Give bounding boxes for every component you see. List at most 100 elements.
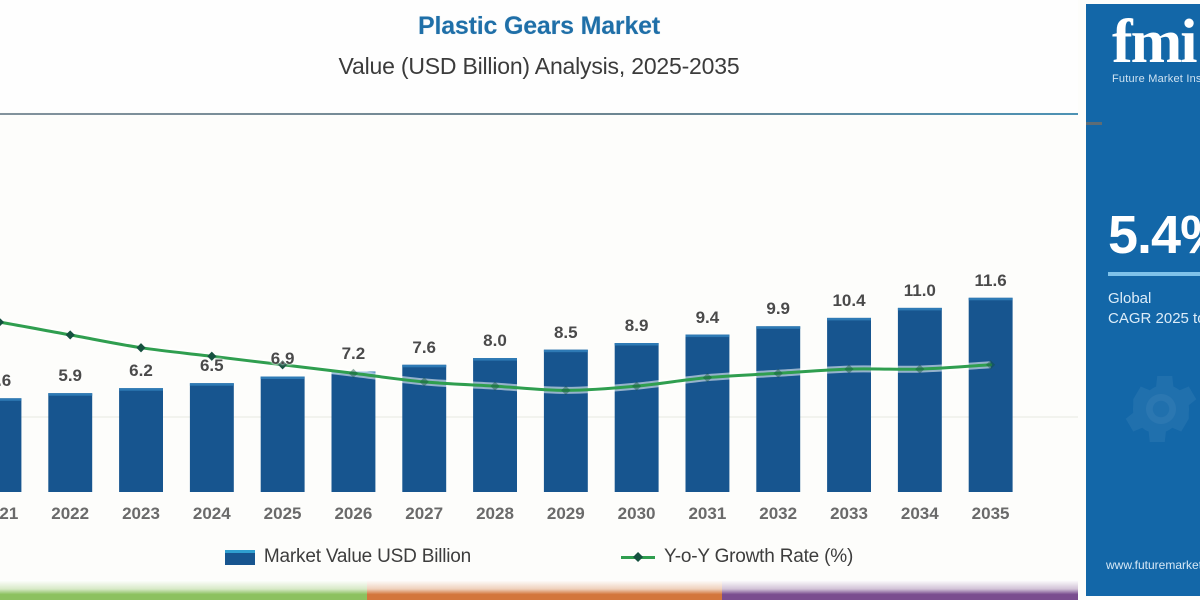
bar-top-edge [614, 343, 659, 346]
bar-value-label-2032: 9.9 [766, 299, 791, 319]
bar-top-edge [968, 297, 1013, 301]
sidebar-top-divider [1086, 122, 1102, 125]
chart-subtitle: Value (USD Billion) Analysis, 2025-2035 [338, 53, 740, 79]
website-url[interactable]: www.futuremarketinsights.com [1106, 558, 1200, 572]
strip-segment-purple [722, 580, 1078, 600]
x-tick-2035: 2035 [971, 504, 1010, 523]
x-tick-2029: 2029 [546, 504, 585, 523]
chart-legend: Market Value USD Billion Y-o-Y Growth Ra… [0, 534, 1078, 580]
bar-top-edge [543, 349, 588, 353]
line-marker-2023[interactable] [136, 343, 146, 353]
sidebar: fmi Future Market Insights 5.4% GlobalCA… [1078, 0, 1200, 600]
bar-2030[interactable] [614, 343, 659, 492]
bar-value-label-2028: 8.0 [483, 331, 507, 351]
page-title: Plastic Gears Market [418, 12, 660, 40]
bar-value-label-2021: 5.6 [0, 371, 12, 391]
bar-top-edge [119, 388, 163, 391]
bar-value-label-2027: 7.6 [412, 337, 437, 357]
header-divider [0, 113, 1078, 115]
bar-top-edge [756, 326, 801, 329]
bar-2028[interactable] [473, 358, 517, 492]
line-marker-2025[interactable] [278, 360, 288, 370]
gear-icon [1116, 364, 1200, 459]
bar-value-label-2024: 6.5 [199, 356, 224, 376]
bar-2031[interactable] [685, 334, 730, 492]
bar-swatch-icon [224, 549, 255, 565]
x-tick-2028: 2028 [476, 504, 514, 523]
cagr-value: 5.4% [1108, 205, 1200, 265]
bar-2034[interactable] [897, 307, 942, 492]
legend-item-market-value[interactable]: Market Value USD Billion [224, 546, 472, 568]
bar-2035[interactable] [968, 297, 1013, 492]
bar-2026[interactable] [331, 371, 376, 493]
line-marker-2030[interactable] [632, 381, 642, 391]
legend-label-growth-rate: Y-o-Y Growth Rate (%) [664, 546, 854, 567]
line-marker-2032[interactable] [773, 368, 783, 378]
bar-value-label-2022: 5.9 [58, 366, 83, 386]
bar-2033[interactable] [827, 317, 871, 492]
logo-wordmark: fmi [1112, 8, 1198, 76]
bar-value-label-2033: 10.4 [832, 290, 866, 310]
brand-logo: fmi Future Market Insights [1112, 8, 1200, 86]
bar-top-edge [685, 334, 730, 338]
line-marker-2022[interactable] [65, 330, 75, 340]
strip-line [366, 580, 723, 600]
bar-2023[interactable] [119, 388, 163, 492]
chart-header: Plastic Gears Market Value (USD Billion)… [0, 0, 1078, 112]
line-marker-group [0, 318, 996, 395]
bar-2021[interactable] [0, 398, 22, 492]
bar-value-label-2034: 11.0 [903, 280, 936, 300]
legend-label-market-value: Market Value USD Billion [263, 546, 472, 567]
line-marker-2035[interactable] [986, 360, 996, 370]
line-marker-2034[interactable] [915, 364, 925, 374]
strip-segment-orange [366, 580, 723, 600]
line-marker-2028[interactable] [490, 381, 500, 391]
chart-canvas [0, 297, 1078, 493]
bar-value-label-2035: 11.6 [974, 270, 1007, 290]
growth-rate-line[interactable] [0, 311, 993, 392]
legend-item-growth-rate[interactable]: Y-o-Y Growth Rate (%) [621, 546, 853, 568]
bar-value-label-2031: 9.4 [695, 307, 720, 327]
plot-area: 5.6 5.9 6.2 6.5 6.9 7.2 7.6 8.0 8.5 8.9 9.4 9.9 10.4… [0, 116, 1078, 523]
line-marker-2029[interactable] [561, 385, 571, 395]
line-series-group [0, 311, 993, 394]
bar-top-edge [402, 364, 447, 368]
bar-2024[interactable] [189, 383, 234, 492]
x-tick-2030: 2030 [617, 504, 656, 523]
bar-top-edge [827, 317, 871, 321]
x-tick-2022: 2022 [51, 504, 90, 523]
line-marker-2024[interactable] [207, 351, 217, 361]
x-tick-2026: 2026 [334, 504, 373, 523]
x-tick-2025: 2025 [263, 504, 302, 523]
bar-value-label-2029: 8.5 [553, 322, 578, 342]
line-marker-2021[interactable] [0, 318, 4, 327]
bar-series-group [0, 297, 1078, 493]
line-marker-2027[interactable] [419, 377, 429, 387]
bar-top-edge [0, 398, 22, 401]
bar-value-label-2025: 6.9 [270, 349, 295, 369]
bar-top-edge [260, 376, 305, 379]
bottom-color-strip [0, 580, 1078, 600]
x-tick-2023: 2023 [122, 504, 160, 523]
bar-2029[interactable] [543, 349, 588, 492]
strip-line [722, 580, 1078, 600]
bar-2025[interactable] [260, 376, 305, 493]
strip-segment-green [0, 580, 367, 600]
bar-top-edge [189, 383, 234, 386]
bar-top-edge [897, 307, 942, 311]
bar-2032[interactable] [756, 326, 801, 492]
line-marker-2031[interactable] [702, 373, 712, 383]
line-swatch-icon [621, 550, 656, 564]
bar-2022[interactable] [48, 393, 93, 492]
bar-value-label-2030: 8.9 [624, 316, 649, 335]
x-tick-2032: 2032 [759, 504, 798, 523]
bar-top-edge [473, 358, 517, 361]
x-tick-2034: 2034 [900, 504, 939, 523]
x-tick-2024: 2024 [192, 504, 231, 523]
x-tick-2031: 2031 [688, 504, 727, 523]
logo-tagline: Future Market Insights [1112, 73, 1200, 86]
line-marker-2026[interactable] [348, 368, 358, 378]
line-marker-2033[interactable] [844, 364, 854, 374]
